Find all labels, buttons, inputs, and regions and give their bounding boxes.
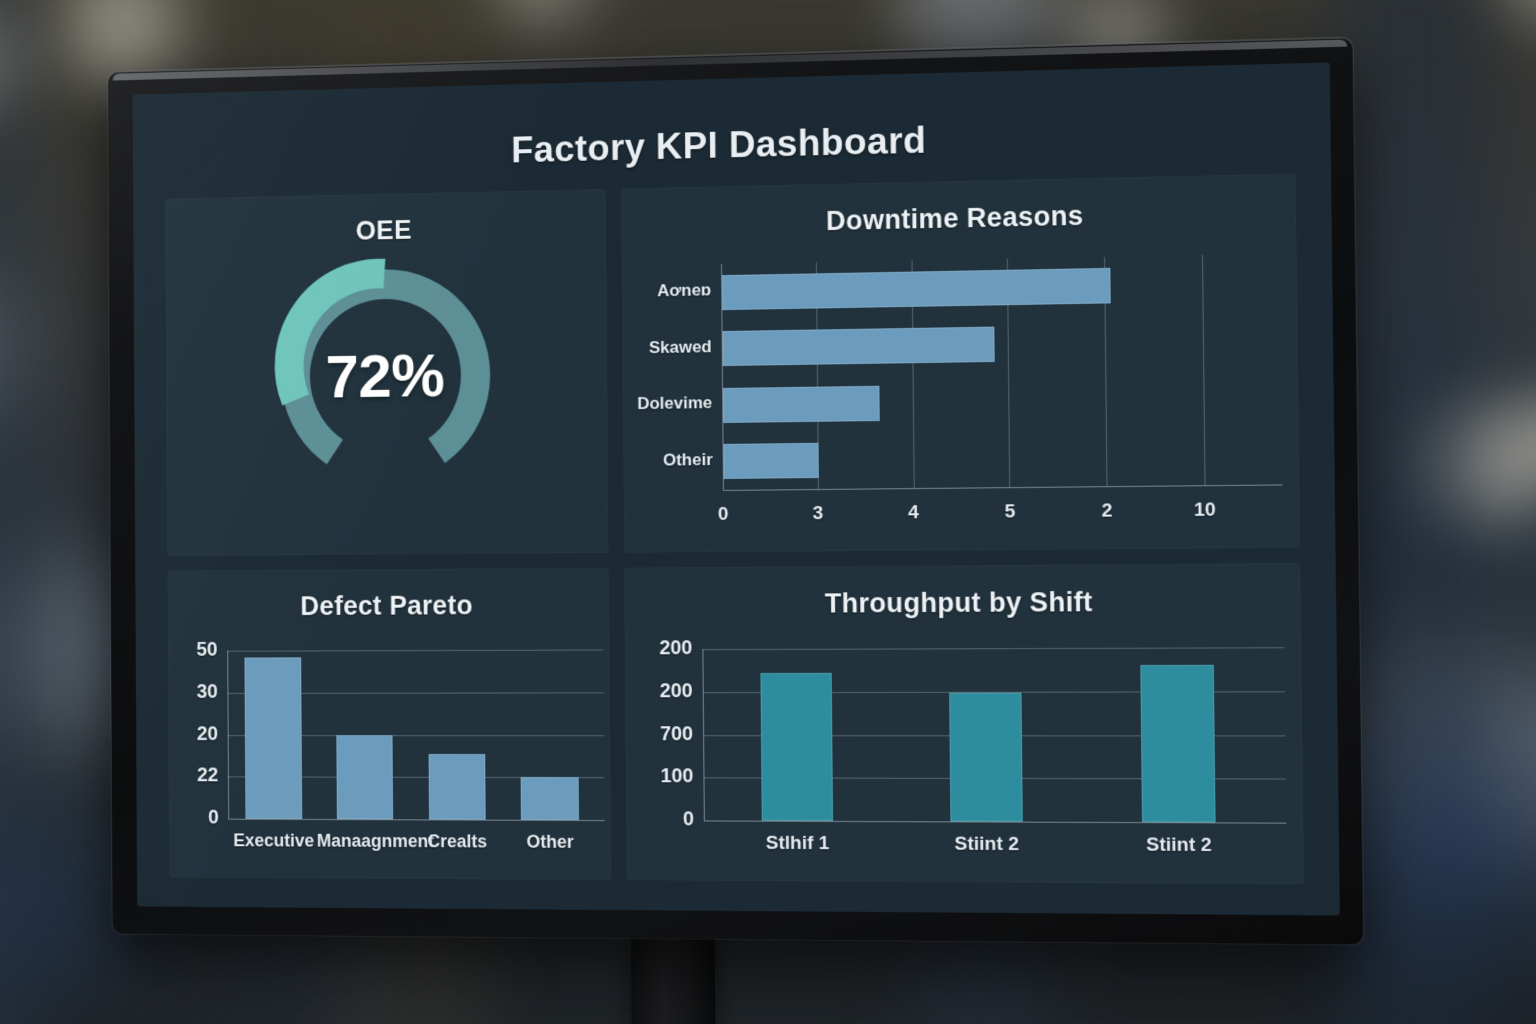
bar	[760, 672, 834, 821]
kpi-dashboard: Factory KPI Dashboard OEE	[133, 62, 1340, 915]
panel-title-throughput: Throughput by Shift	[824, 586, 1093, 619]
bar	[722, 326, 995, 367]
y-tick-label: 0	[207, 806, 219, 829]
category-label: Stlhif 1	[765, 832, 830, 855]
bar	[1140, 664, 1216, 823]
category-label: Crealts	[427, 831, 488, 852]
throughput-bar-chart: 200 200 700 100 0 Stlhif 1 Stiint 2 Stiint 2	[625, 629, 1304, 876]
category-label: Otheir	[662, 449, 713, 470]
y-tick-label: 30	[196, 680, 218, 703]
category-label: Dolevime	[637, 393, 713, 414]
x-tick-label: 0	[717, 503, 729, 526]
y-tick-label: 0	[682, 808, 694, 831]
dashboard-row-top: OEE 72% Downtime	[165, 173, 1300, 557]
monitor-screen: Factory KPI Dashboard OEE	[132, 62, 1340, 916]
category-label: Manaagnment	[316, 830, 435, 852]
x-tick-label: 2	[1101, 500, 1113, 522]
y-tick-label: 200	[659, 637, 693, 660]
oee-value-label: 72%	[325, 341, 445, 411]
category-label: Skawed	[648, 336, 712, 357]
panel-title-oee: OEE	[355, 214, 412, 246]
x-tick-label: 5	[1004, 501, 1016, 523]
bar	[949, 693, 1023, 822]
chart-gridline	[227, 649, 604, 652]
panel-throughput-by-shift[interactable]: Throughput by Shift 200 200 700 100 0 Stlhif …	[624, 563, 1304, 885]
y-tick-label: 22	[197, 764, 219, 787]
dashboard-row-bottom: Defect Pareto 50 30 20 22 0 Executive Manaagnm…	[167, 563, 1304, 885]
category-label: Other	[526, 831, 574, 852]
panel-title-pareto: Defect Pareto	[300, 590, 473, 621]
category-label: Stiint 2	[1146, 834, 1212, 857]
y-tick-label: 20	[196, 722, 219, 745]
bar	[520, 777, 579, 820]
y-tick-label: 200	[659, 679, 693, 703]
category-label: Executive	[233, 830, 315, 851]
bar	[336, 734, 394, 820]
x-tick-label: 4	[908, 502, 920, 524]
bar	[722, 267, 1111, 310]
panel-defect-pareto[interactable]: Defect Pareto 50 30 20 22 0 Executive Manaagnm…	[167, 567, 612, 881]
bar	[428, 754, 486, 820]
panel-oee[interactable]: OEE 72%	[165, 188, 609, 557]
category-label: Stiint 2	[954, 833, 1020, 856]
y-tick-label: 100	[660, 765, 694, 788]
downtime-bar-chart: Aơneɒ Skawed Dolevime Otheir 0 3 4 5 2 10	[622, 239, 1300, 545]
defect-pareto-bar-chart: 50 30 20 22 0 Executive Manaagnment Crealts Othe…	[168, 632, 611, 873]
chart-gridline	[702, 647, 1285, 651]
page-title: Factory KPI Dashboard	[511, 119, 927, 171]
panel-downtime-reasons[interactable]: Downtime Reasons Aơneɒ Skawed Dolevime Othe…	[621, 173, 1300, 553]
x-tick-label: 10	[1193, 499, 1216, 521]
chart-gridline	[1202, 254, 1206, 486]
bar	[244, 656, 302, 819]
y-tick-label: 50	[196, 638, 218, 661]
category-label: Aơneɒ	[657, 280, 712, 301]
x-tick-label: 3	[812, 503, 824, 525]
y-tick-label: 700	[659, 722, 694, 745]
oee-gauge: 72%	[166, 246, 608, 494]
bar	[723, 443, 819, 480]
bar	[723, 385, 881, 423]
chart-x-axis	[722, 484, 1283, 491]
wall-monitor: Factory KPI Dashboard OEE	[107, 37, 1364, 945]
panel-title-downtime: Downtime Reasons	[825, 200, 1084, 237]
